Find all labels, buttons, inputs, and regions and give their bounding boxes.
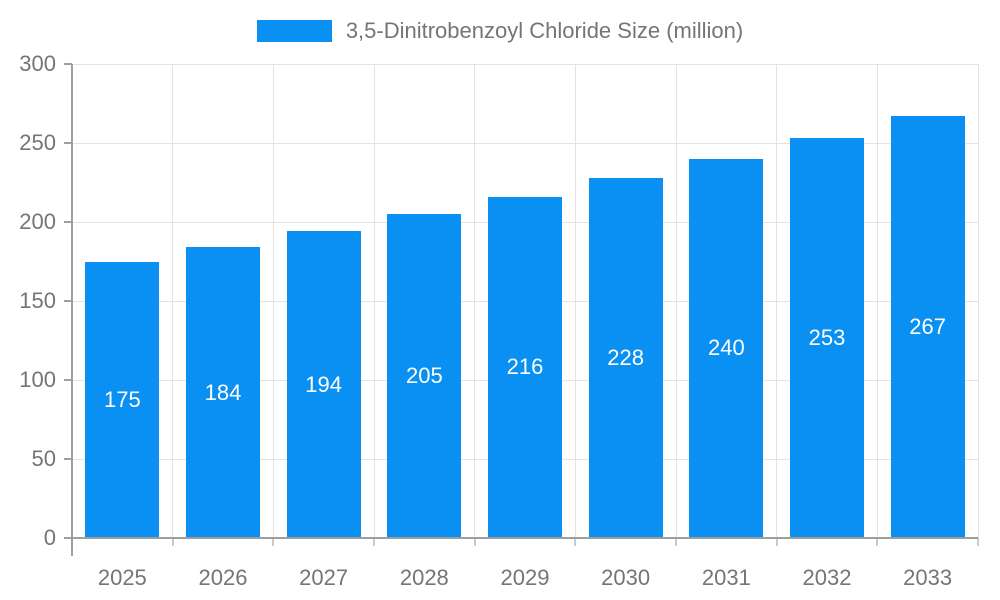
- x-axis-tick: [272, 538, 275, 546]
- y-axis-tick-label: 300: [19, 51, 56, 76]
- bar[interactable]: [85, 261, 160, 538]
- bar[interactable]: [488, 196, 562, 538]
- x-axis-tick-label: 2027: [299, 565, 349, 590]
- y-axis-tick-label: 100: [19, 367, 56, 392]
- bar-value-label: 267: [909, 314, 947, 340]
- y-axis-line: [71, 64, 73, 556]
- y-axis-tick-label: 50: [31, 446, 56, 471]
- gridline-vertical: [172, 64, 174, 538]
- x-axis-tick-label: 2031: [701, 565, 751, 590]
- y-axis-tick-label: 200: [19, 209, 56, 234]
- y-axis-tick: [64, 300, 72, 302]
- y-axis-tick: [64, 221, 72, 223]
- legend[interactable]: 3,5-Dinitrobenzoyl Chloride Size (millio…: [0, 18, 1000, 44]
- gridline-vertical: [776, 64, 778, 538]
- gridline-vertical: [474, 64, 476, 538]
- gridline-vertical: [373, 64, 375, 538]
- x-axis-tick-label: 2026: [198, 565, 248, 590]
- bar-value-label: 228: [607, 344, 645, 370]
- bar-value-label: 240: [707, 335, 745, 361]
- x-axis-tick: [977, 538, 979, 546]
- bar[interactable]: [588, 177, 663, 538]
- bar-value-label: 175: [103, 386, 141, 412]
- x-axis-tick-label: 2028: [399, 565, 449, 590]
- x-axis-tick-label: 2032: [802, 565, 852, 590]
- y-axis-tick: [64, 458, 72, 460]
- x-axis-tick: [473, 538, 476, 546]
- gridline-vertical: [977, 64, 979, 538]
- legend-label: 3,5-Dinitrobenzoyl Chloride Size (millio…: [345, 18, 744, 43]
- bar-value-label: 205: [405, 363, 443, 389]
- y-axis-tick-label: 150: [19, 288, 56, 313]
- x-axis-tick: [574, 538, 577, 546]
- bar[interactable]: [387, 214, 462, 538]
- bar-value-label: 184: [204, 379, 242, 405]
- x-axis-tick-label: 2029: [500, 565, 550, 590]
- x-axis-tick-label: 2025: [97, 565, 147, 590]
- y-axis-tick-label: 250: [19, 130, 56, 155]
- x-axis-tick: [675, 538, 677, 546]
- bar[interactable]: [286, 231, 361, 538]
- gridline-horizontal: [72, 142, 978, 144]
- x-axis-tick: [373, 538, 375, 546]
- gridline-vertical: [876, 64, 878, 538]
- bar-value-label: 253: [808, 325, 846, 351]
- bar-value-label: 216: [506, 354, 544, 380]
- x-axis-tick-label: 2030: [601, 565, 651, 590]
- gridline-vertical: [675, 64, 677, 538]
- y-axis-tick-label: 0: [43, 525, 56, 550]
- y-axis-tick: [64, 142, 72, 144]
- x-axis-tick: [171, 538, 174, 546]
- bar[interactable]: [790, 138, 864, 538]
- y-axis-tick: [64, 537, 72, 539]
- y-axis-tick: [64, 379, 72, 381]
- gridline-vertical: [272, 64, 274, 538]
- x-axis-tick: [876, 538, 879, 546]
- gridline-horizontal: [72, 63, 978, 65]
- x-axis-tick-label: 2033: [903, 565, 953, 590]
- legend-swatch: [256, 20, 332, 42]
- bar[interactable]: [890, 116, 965, 538]
- plot-area: 175 184 194 205 216 228 240 253 267: [72, 63, 979, 538]
- x-axis-line: [72, 537, 978, 539]
- y-axis-tick: [64, 63, 72, 65]
- bar[interactable]: [186, 247, 260, 538]
- x-axis-tick: [775, 538, 778, 546]
- bar[interactable]: [689, 158, 764, 538]
- bar-value-label: 194: [305, 371, 343, 397]
- gridline-vertical: [574, 64, 576, 538]
